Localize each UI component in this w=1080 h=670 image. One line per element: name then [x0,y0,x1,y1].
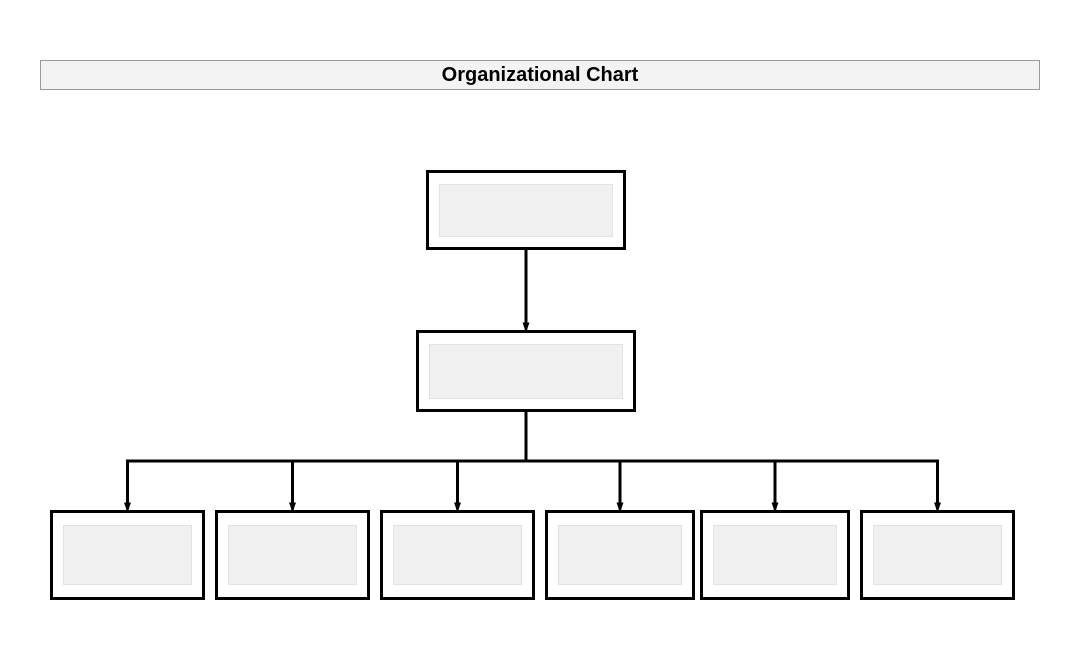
org-node-inner [439,184,613,237]
org-node-c6 [860,510,1015,600]
chart-title-text: Organizational Chart [442,64,639,87]
org-node-c4 [545,510,695,600]
org-node-mid [416,330,636,412]
org-node-inner [393,525,522,585]
org-node-c1 [50,510,205,600]
chart-title: Organizational Chart [40,60,1040,90]
org-node-c3 [380,510,535,600]
org-node-inner [873,525,1002,585]
org-node-inner [63,525,192,585]
org-node-root [426,170,626,250]
org-node-inner [713,525,837,585]
org-node-inner [429,344,623,399]
org-node-c2 [215,510,370,600]
org-chart-canvas: Organizational Chart [0,0,1080,670]
org-node-inner [228,525,357,585]
org-node-inner [558,525,682,585]
org-node-c5 [700,510,850,600]
